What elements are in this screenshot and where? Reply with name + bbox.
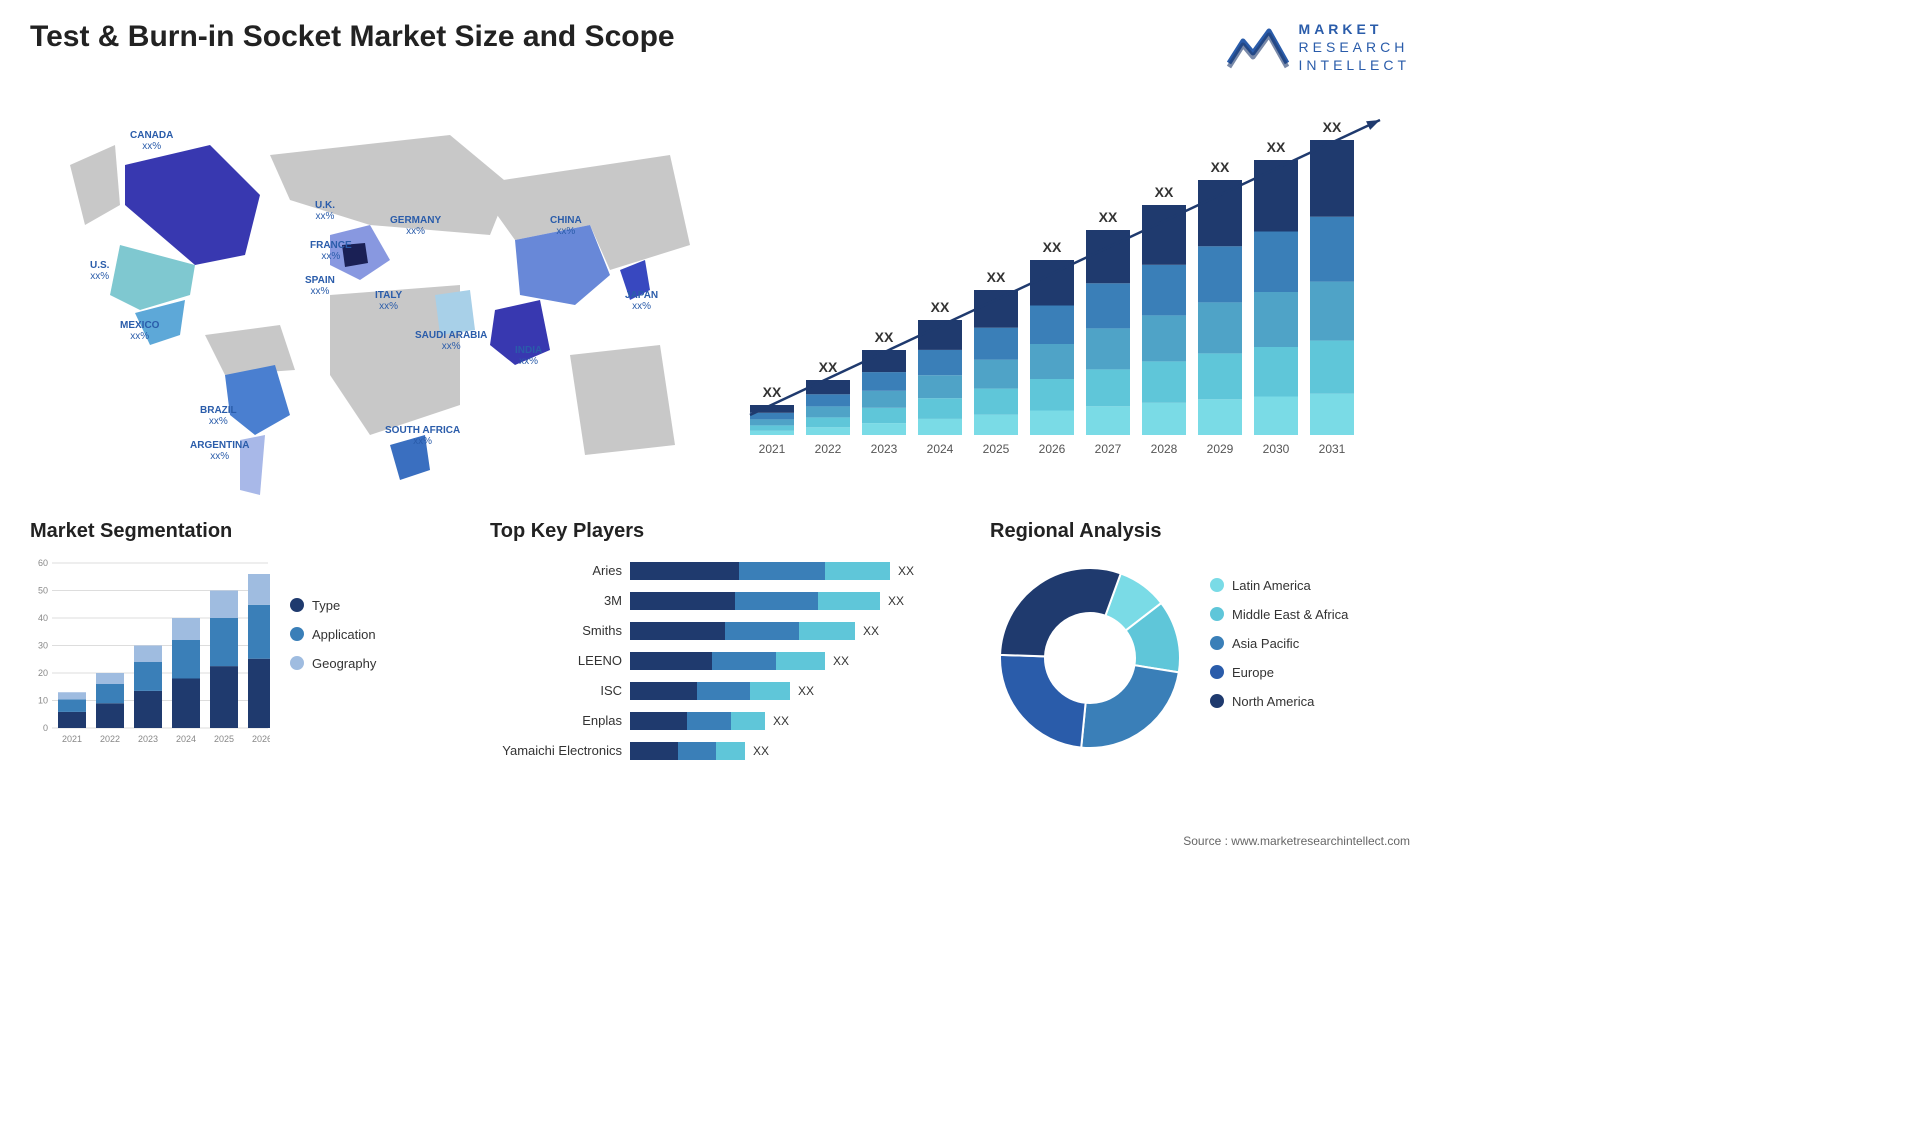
svg-text:XX: XX (819, 359, 838, 375)
brand-logo: MARKET RESEARCH INTELLECT (1227, 20, 1410, 75)
logo-line3: INTELLECT (1299, 56, 1410, 74)
legend-item: North America (1210, 694, 1348, 709)
map-label: U.S.xx% (90, 260, 109, 282)
map-label: JAPANxx% (625, 290, 658, 312)
map-label: ARGENTINAxx% (190, 440, 249, 462)
map-label: FRANCExx% (310, 240, 352, 262)
map-label: SAUDI ARABIAxx% (415, 330, 487, 352)
legend-item: Geography (290, 656, 376, 671)
map-label: INDIAxx% (515, 345, 542, 367)
svg-text:2022: 2022 (100, 734, 120, 744)
svg-text:2021: 2021 (62, 734, 82, 744)
svg-text:XX: XX (763, 384, 782, 400)
svg-text:2029: 2029 (1207, 442, 1234, 456)
svg-text:XX: XX (1155, 184, 1174, 200)
map-label: BRAZILxx% (200, 405, 237, 427)
regional-legend: Latin America Middle East & Africa Asia Pa… (1210, 558, 1348, 758)
svg-text:XX: XX (931, 299, 950, 315)
svg-text:2021: 2021 (759, 442, 786, 456)
player-row: Yamaichi ElectronicsXX (490, 738, 960, 764)
svg-text:2022: 2022 (815, 442, 842, 456)
svg-text:XX: XX (875, 329, 894, 345)
map-label: GERMANYxx% (390, 215, 441, 237)
legend-item: Application (290, 627, 376, 642)
players-chart: AriesXX 3MXX SmithsXX LEENOXX ISCXX EnplasXX Y… (490, 558, 960, 764)
svg-text:2025: 2025 (983, 442, 1010, 456)
svg-text:60: 60 (38, 558, 48, 568)
legend-item: Type (290, 598, 376, 613)
svg-text:XX: XX (987, 269, 1006, 285)
regional-title: Regional Analysis (990, 520, 1348, 543)
player-row: EnplasXX (490, 708, 960, 734)
legend-item: Asia Pacific (1210, 636, 1348, 651)
svg-text:XX: XX (1323, 119, 1342, 135)
svg-text:2023: 2023 (138, 734, 158, 744)
legend-item: Middle East & Africa (1210, 607, 1348, 622)
svg-text:20: 20 (38, 668, 48, 678)
map-label: ITALYxx% (375, 290, 402, 312)
player-row: AriesXX (490, 558, 960, 584)
svg-text:2028: 2028 (1151, 442, 1178, 456)
player-row: ISCXX (490, 678, 960, 704)
players-title: Top Key Players (490, 520, 960, 543)
map-label: MEXICOxx% (120, 320, 159, 342)
svg-text:2023: 2023 (871, 442, 898, 456)
svg-text:2024: 2024 (927, 442, 954, 456)
player-row: SmithsXX (490, 618, 960, 644)
svg-text:2025: 2025 (214, 734, 234, 744)
legend-item: Latin America (1210, 578, 1348, 593)
svg-text:XX: XX (1043, 239, 1062, 255)
logo-line1: MARKET (1299, 20, 1410, 38)
map-label: U.K.xx% (315, 200, 335, 222)
logo-line2: RESEARCH (1299, 38, 1410, 56)
market-size-chart: XX 2021 XX 2022 XX 2023 XX 2024 XX 2025 XX 2026 XX 20… (740, 95, 1410, 495)
svg-text:30: 30 (38, 640, 48, 650)
page-title: Test & Burn-in Socket Market Size and Sc… (30, 20, 675, 54)
player-row: 3MXX (490, 588, 960, 614)
player-row: LEENOXX (490, 648, 960, 674)
svg-text:XX: XX (1267, 139, 1286, 155)
svg-text:2024: 2024 (176, 734, 196, 744)
svg-text:XX: XX (1099, 209, 1118, 225)
world-map: CANADAxx% U.S.xx% MEXICOxx% BRAZILxx% ARGENT… (30, 95, 710, 495)
map-label: CANADAxx% (130, 130, 173, 152)
segmentation-title: Market Segmentation (30, 520, 460, 543)
svg-text:10: 10 (38, 695, 48, 705)
map-label: CHINAxx% (550, 215, 582, 237)
svg-text:XX: XX (1211, 159, 1230, 175)
map-label: SPAINxx% (305, 275, 335, 297)
svg-text:2030: 2030 (1263, 442, 1290, 456)
legend-item: Europe (1210, 665, 1348, 680)
svg-text:2026: 2026 (1039, 442, 1066, 456)
map-label: SOUTH AFRICAxx% (385, 425, 460, 447)
svg-text:0: 0 (43, 723, 48, 733)
segmentation-legend: Type Application Geography (290, 558, 376, 768)
svg-text:40: 40 (38, 613, 48, 623)
svg-text:2031: 2031 (1319, 442, 1346, 456)
svg-text:50: 50 (38, 585, 48, 595)
svg-text:2026: 2026 (252, 734, 270, 744)
segmentation-chart: 0 10 20 30 40 50 60 2021 2022 2023 2024 2025 2026 (30, 558, 270, 768)
source-attribution: Source : www.marketresearchintellect.com (1183, 834, 1410, 848)
svg-text:2027: 2027 (1095, 442, 1122, 456)
regional-donut (990, 558, 1190, 758)
